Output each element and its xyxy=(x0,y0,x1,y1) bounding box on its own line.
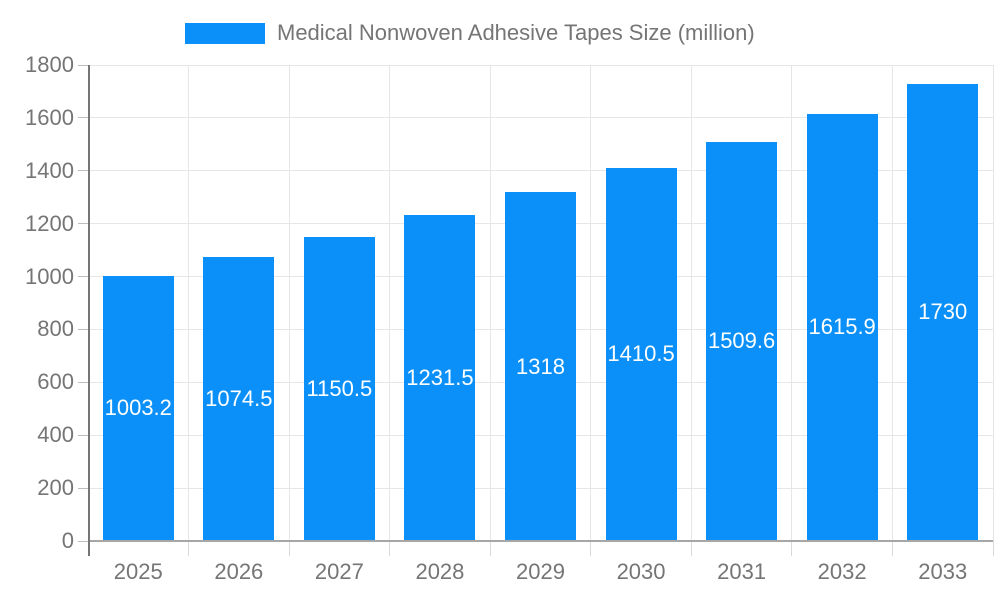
gridline-vertical xyxy=(791,65,793,541)
x-axis-tick xyxy=(389,541,391,556)
x-axis-tick xyxy=(188,541,190,556)
y-axis-tick xyxy=(78,434,88,436)
y-axis-tick-label: 1600 xyxy=(25,104,74,130)
y-axis-tick xyxy=(78,276,88,278)
x-axis-tick-label: 2026 xyxy=(214,559,264,584)
gridline-horizontal xyxy=(88,117,993,119)
y-axis-tick xyxy=(78,117,88,119)
bar-value-label: 1509.6 xyxy=(707,328,776,354)
bar[interactable]: 1150.5 xyxy=(303,236,375,541)
bar[interactable]: 1615.9 xyxy=(806,113,878,541)
bar[interactable]: 1231.5 xyxy=(404,215,476,541)
gridline-vertical xyxy=(389,65,391,541)
y-axis-tick xyxy=(78,487,88,489)
bar-value-label: 1318 xyxy=(516,353,565,379)
bar-value-label: 1003.2 xyxy=(104,395,172,421)
x-axis-tick-label: 2033 xyxy=(918,559,968,584)
bar[interactable]: 1003.2 xyxy=(102,275,174,541)
y-axis-tick-label: 200 xyxy=(37,475,74,501)
y-axis-tick-label: 0 xyxy=(61,528,74,553)
y-axis-tick xyxy=(78,540,88,542)
gridline-vertical xyxy=(690,65,692,541)
x-axis-tick-label: 2028 xyxy=(415,559,465,584)
y-axis-tick xyxy=(78,170,88,172)
gridline-vertical xyxy=(288,65,290,541)
x-axis-line xyxy=(88,540,993,542)
legend-label: Medical Nonwoven Adhesive Tapes Size (mi… xyxy=(277,20,755,45)
gridline-vertical xyxy=(489,65,491,541)
gridline-vertical xyxy=(188,65,190,541)
y-axis-tick-label: 1000 xyxy=(25,263,74,289)
bar[interactable]: 1410.5 xyxy=(605,168,677,541)
y-axis-tick-label: 400 xyxy=(37,422,74,448)
x-axis-tick-label: 2030 xyxy=(616,559,666,584)
x-axis-tick xyxy=(791,541,793,556)
gridline-vertical xyxy=(590,65,592,541)
x-axis-tick-label: 2027 xyxy=(314,559,364,584)
y-axis-tick-label: 1400 xyxy=(25,157,74,183)
legend-swatch xyxy=(185,22,265,44)
bar[interactable]: 1074.5 xyxy=(203,256,275,541)
y-axis-tick-label: 600 xyxy=(37,369,74,395)
x-axis-tick-label: 2031 xyxy=(717,559,767,584)
y-axis-line xyxy=(88,65,90,556)
legend[interactable]: Medical Nonwoven Adhesive Tapes Size (mi… xyxy=(185,18,755,48)
bar-value-label: 1150.5 xyxy=(306,375,373,401)
bar[interactable]: 1318 xyxy=(505,192,576,541)
x-axis-tick xyxy=(590,541,592,556)
y-axis-tick-label: 1200 xyxy=(25,210,74,236)
plot-area: 0 200 400 600 800 1000 1200 1400 1600 1800 1003.2 2… xyxy=(25,54,994,584)
gridline-horizontal xyxy=(88,170,993,172)
bar[interactable]: 1509.6 xyxy=(706,141,778,541)
y-axis-tick-label: 800 xyxy=(37,316,74,342)
bar-value-label: 1074.5 xyxy=(205,385,273,411)
y-axis-tick-label: 1800 xyxy=(25,52,74,77)
x-axis-tick-label: 2025 xyxy=(113,559,163,584)
x-axis-tick xyxy=(690,541,692,556)
bar-value-label: 1410.5 xyxy=(607,341,675,367)
x-axis-tick xyxy=(992,541,994,556)
bar-value-label: 1730 xyxy=(918,299,968,325)
x-axis-tick xyxy=(288,541,290,556)
x-axis-tick-label: 2029 xyxy=(516,559,565,584)
y-axis-tick xyxy=(78,223,88,225)
y-axis-tick xyxy=(78,381,88,383)
bar-value-label: 1231.5 xyxy=(406,365,474,391)
y-axis-tick xyxy=(78,64,88,66)
bar[interactable]: 1730 xyxy=(907,83,979,541)
gridline-horizontal xyxy=(88,64,993,66)
y-axis-tick xyxy=(78,328,88,330)
x-axis-tick xyxy=(489,541,491,556)
x-axis-tick xyxy=(891,541,893,556)
bar-value-label: 1615.9 xyxy=(808,314,876,340)
gridline-vertical xyxy=(992,65,994,541)
x-axis-tick-label: 2032 xyxy=(817,559,867,584)
gridline-vertical xyxy=(891,65,893,541)
